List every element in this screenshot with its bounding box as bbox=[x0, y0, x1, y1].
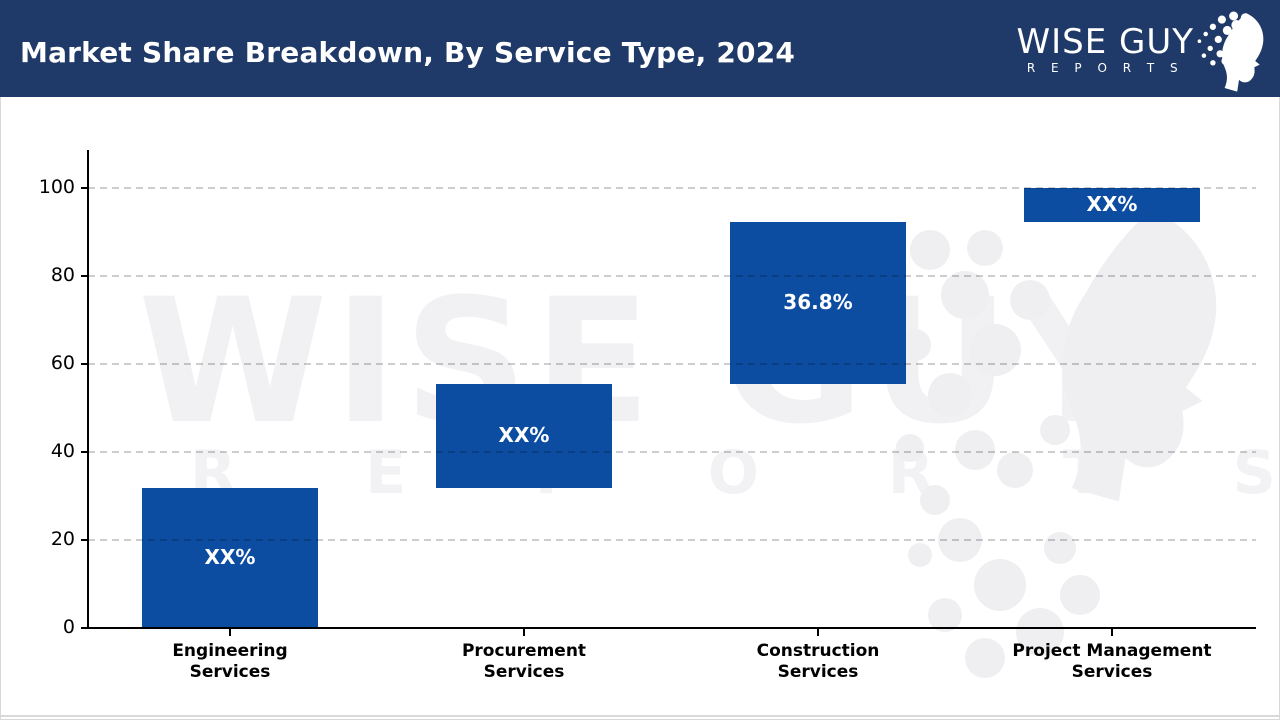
bar-value-label: XX% bbox=[498, 422, 550, 447]
waterfall-bar bbox=[436, 383, 612, 489]
waterfall-bar bbox=[730, 221, 906, 384]
y-axis-tick-label: 40 bbox=[50, 440, 75, 462]
bar-value-label: XX% bbox=[1086, 191, 1138, 216]
bar-value-label: XX% bbox=[204, 545, 256, 570]
bottom-divider bbox=[0, 715, 1280, 717]
header-bar: Market Share Breakdown, By Service Type,… bbox=[0, 0, 1280, 97]
logo-face-icon bbox=[1197, 11, 1264, 92]
x-axis-category-label: Procurement Services bbox=[461, 641, 587, 682]
x-axis-category-label: Engineering Services bbox=[172, 641, 288, 682]
x-axis-category-label: Construction Services bbox=[756, 641, 880, 682]
y-axis-tick-label: 100 bbox=[38, 176, 75, 198]
y-axis-tick-label: 60 bbox=[50, 352, 75, 374]
wise-guy-logo: WISE GUY R E P O R T S bbox=[1016, 6, 1266, 92]
y-axis-tick-label: 0 bbox=[62, 616, 75, 638]
logo-subtitle: R E P O R T S bbox=[1026, 61, 1184, 75]
chart-title: Market Share Breakdown, By Service Type,… bbox=[20, 36, 796, 69]
y-axis-tick-label: 20 bbox=[50, 528, 75, 550]
logo-wordmark: WISE GUY bbox=[1016, 22, 1194, 62]
y-axis-tick-label: 80 bbox=[50, 264, 75, 286]
logo-text: WISE GUY R E P O R T S bbox=[1016, 24, 1194, 75]
x-axis-category-label: Project Management Services bbox=[1012, 641, 1212, 682]
bar-value-label: 36.8% bbox=[783, 289, 853, 314]
waterfall-bar bbox=[142, 488, 318, 628]
